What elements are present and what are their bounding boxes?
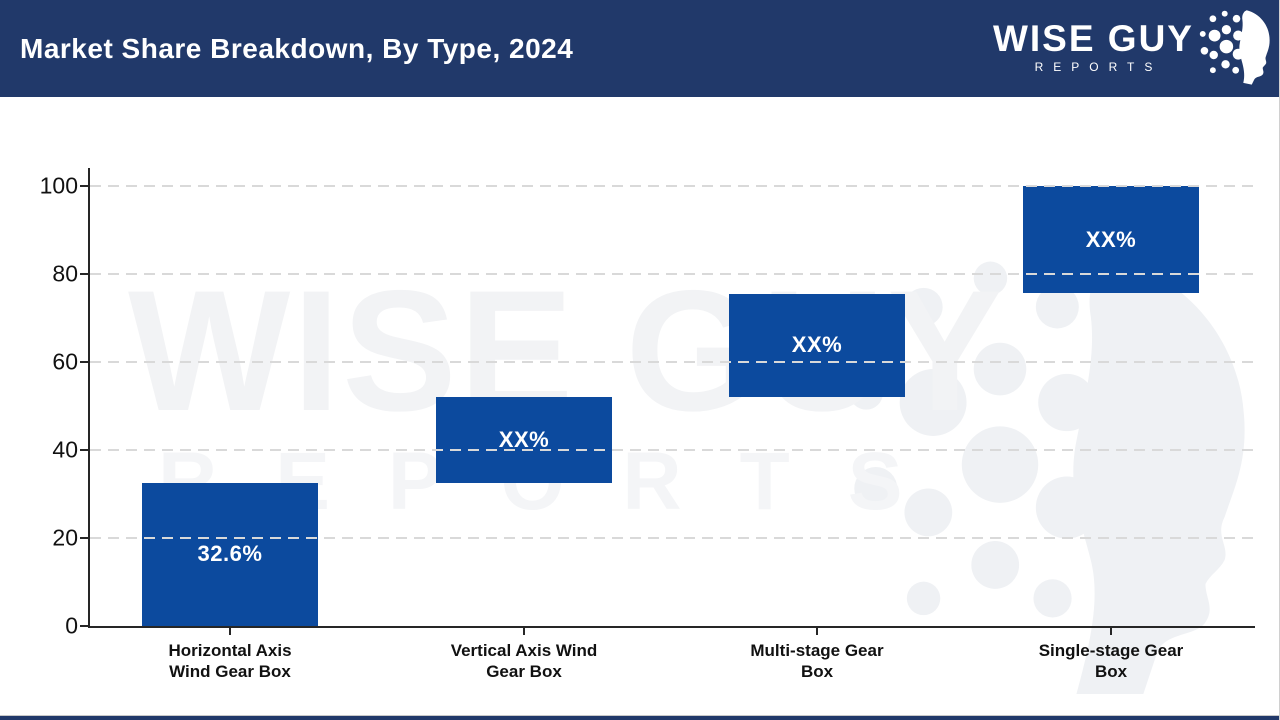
x-tick-mark-3 [816, 628, 818, 635]
gridline-20 [90, 537, 1253, 539]
logo-wordmark-sub: REPORTS [1034, 60, 1163, 75]
y-tick-label-60: 60 [52, 348, 78, 375]
gridline-60 [90, 361, 1253, 363]
bar-2: XX% [436, 397, 612, 483]
gridline-100 [90, 185, 1253, 187]
x-axis-line [88, 626, 1255, 628]
y-tick-label-40: 40 [52, 436, 78, 463]
bar-1: 32.6% [142, 482, 318, 626]
y-tick-mark-60 [80, 361, 89, 363]
footer-accent-bar [0, 716, 1279, 720]
bar-value-label: XX% [1085, 226, 1137, 252]
y-tick-label-100: 100 [39, 172, 78, 199]
y-tick-mark-40 [80, 449, 89, 451]
bar-value-label: XX% [498, 426, 550, 452]
header-bar: Market Share Breakdown, By Type, 2024 WI… [0, 0, 1279, 97]
bar-value-label: XX% [791, 332, 843, 358]
page-title: Market Share Breakdown, By Type, 2024 [20, 32, 574, 64]
gridline-40 [90, 449, 1253, 451]
gridline-80 [90, 273, 1253, 275]
bar-value-label: 32.6% [197, 541, 263, 567]
footer-divider [0, 715, 1279, 716]
y-axis-line [88, 168, 90, 628]
y-tick-mark-100 [80, 185, 89, 187]
brand-logo: WISE GUY REPORTS [993, 6, 1272, 88]
y-tick-label-80: 80 [52, 260, 78, 287]
logo-wordmark: WISE GUY REPORTS [992, 17, 1194, 75]
x-category-label-3: Multi-stage Gear Box [750, 641, 884, 682]
x-category-label-2: Vertical Axis Wind Gear Box [450, 641, 598, 682]
y-tick-mark-0 [80, 625, 89, 627]
logo-wordmark-main: WISE GUY [992, 17, 1194, 59]
bar-3: XX% [729, 293, 905, 398]
x-category-label-4: Single-stage Gear Box [1038, 641, 1184, 682]
y-tick-mark-80 [80, 273, 89, 275]
watermark-face-icon [849, 259, 1245, 694]
x-tick-mark-1 [229, 628, 231, 635]
y-tick-label-0: 0 [65, 612, 78, 639]
y-tick-mark-20 [80, 537, 89, 539]
logo-face-icon [1199, 10, 1270, 85]
x-tick-mark-2 [523, 628, 525, 635]
y-tick-label-20: 20 [52, 524, 78, 551]
x-category-label-1: Horizontal Axis Wind Gear Box [168, 641, 292, 682]
bar-4: XX% [1023, 186, 1199, 294]
plot-area: WISE GUY REPORTS 02040608010032.6%Horizo… [0, 97, 1279, 715]
x-tick-mark-4 [1110, 628, 1112, 635]
